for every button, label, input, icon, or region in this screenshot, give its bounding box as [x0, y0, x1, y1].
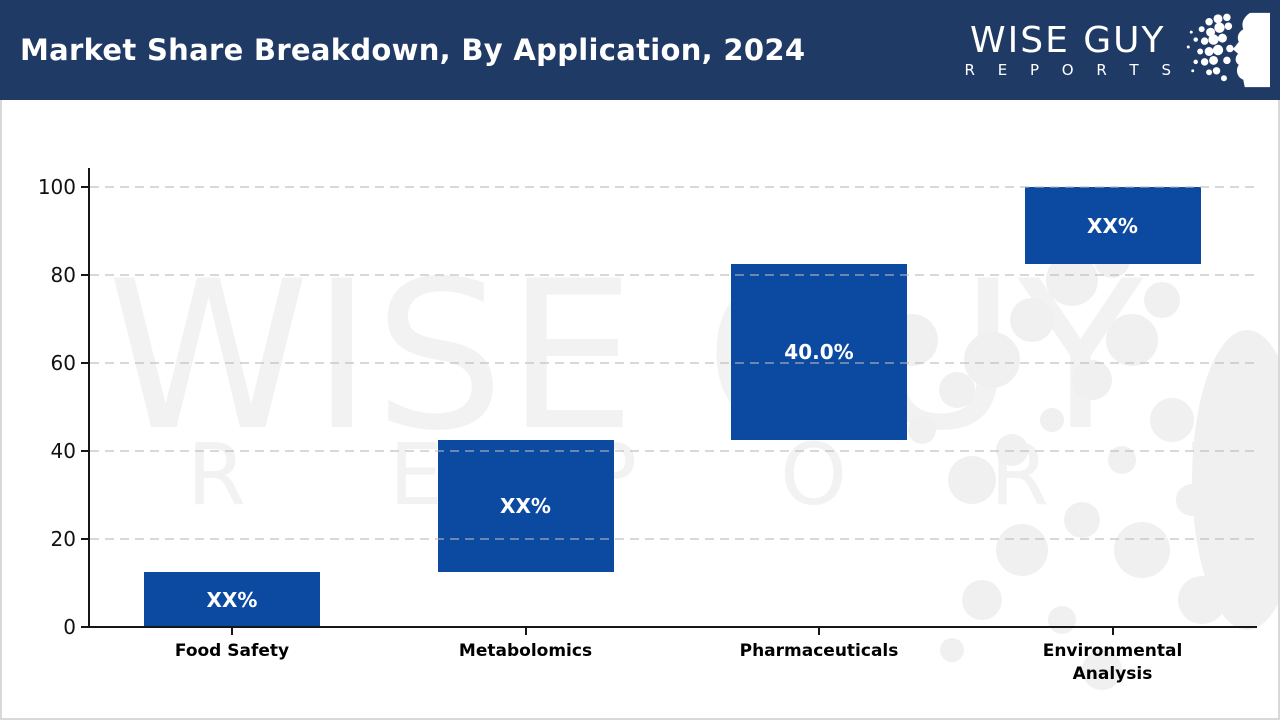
- x-tick: [231, 628, 233, 635]
- plot-area: 0 20 40 60 80 100 XX% Food Safety XX% Metabolomic…: [2, 100, 1278, 718]
- gridline-40: [90, 450, 1255, 452]
- y-tick-label: 0: [63, 615, 76, 639]
- y-tick-80: [81, 274, 88, 276]
- chart-title: Market Share Breakdown, By Application, …: [20, 33, 806, 67]
- y-tick-label: 40: [50, 439, 76, 463]
- gridline-60: [90, 362, 1255, 364]
- bar-value-label: XX%: [500, 494, 551, 518]
- brand-wordmark: WISE GUY R E P O R T S: [956, 19, 1180, 79]
- x-axis-line: [88, 626, 1257, 628]
- y-tick-20: [81, 538, 88, 540]
- gridline-100: [90, 186, 1255, 188]
- gridline-20: [90, 538, 1255, 540]
- x-tick: [1111, 628, 1114, 635]
- y-axis-line: [88, 168, 90, 628]
- chart-figure: WISE GUY R E P O R T S 020406080100XX%Fo…: [0, 100, 1280, 720]
- y-tick-label: 20: [50, 527, 76, 551]
- bar-segment: XX%: [437, 440, 614, 572]
- y-tick-label: 100: [37, 175, 76, 199]
- gridline-80: [90, 274, 1255, 276]
- watermark-subtext: R E P O R T S: [187, 426, 1278, 525]
- brand-subtitle: R E P O R T S: [964, 60, 1180, 79]
- y-tick-100: [81, 186, 88, 188]
- bar-segment: 40.0%: [731, 264, 907, 440]
- y-tick-60: [81, 362, 88, 364]
- x-category-label: Pharmaceuticals: [739, 641, 899, 661]
- brand-name: WISE GUY: [970, 19, 1166, 61]
- wise-guy-face-icon: [1186, 12, 1270, 88]
- y-tick-0: [81, 626, 88, 628]
- brand-logo: WISE GUY R E P O R T S: [956, 0, 1280, 100]
- bar-segment: XX%: [1024, 187, 1201, 264]
- x-category-label: Food Safety: [174, 641, 290, 661]
- x-tick: [818, 628, 820, 635]
- y-tick-label: 60: [50, 351, 76, 375]
- bar-value-label: 40.0%: [784, 340, 854, 364]
- header-bar: Market Share Breakdown, By Application, …: [0, 0, 1280, 100]
- bar-value-label: XX%: [206, 587, 258, 612]
- bar-segment: XX%: [144, 572, 320, 627]
- x-category-label: Environmental Analysis: [1042, 641, 1183, 684]
- x-category-label: Metabolomics: [458, 641, 593, 661]
- y-tick-40: [81, 450, 88, 452]
- y-tick-label: 80: [50, 263, 76, 287]
- bar-value-label: XX%: [1087, 213, 1138, 238]
- x-tick: [524, 628, 527, 635]
